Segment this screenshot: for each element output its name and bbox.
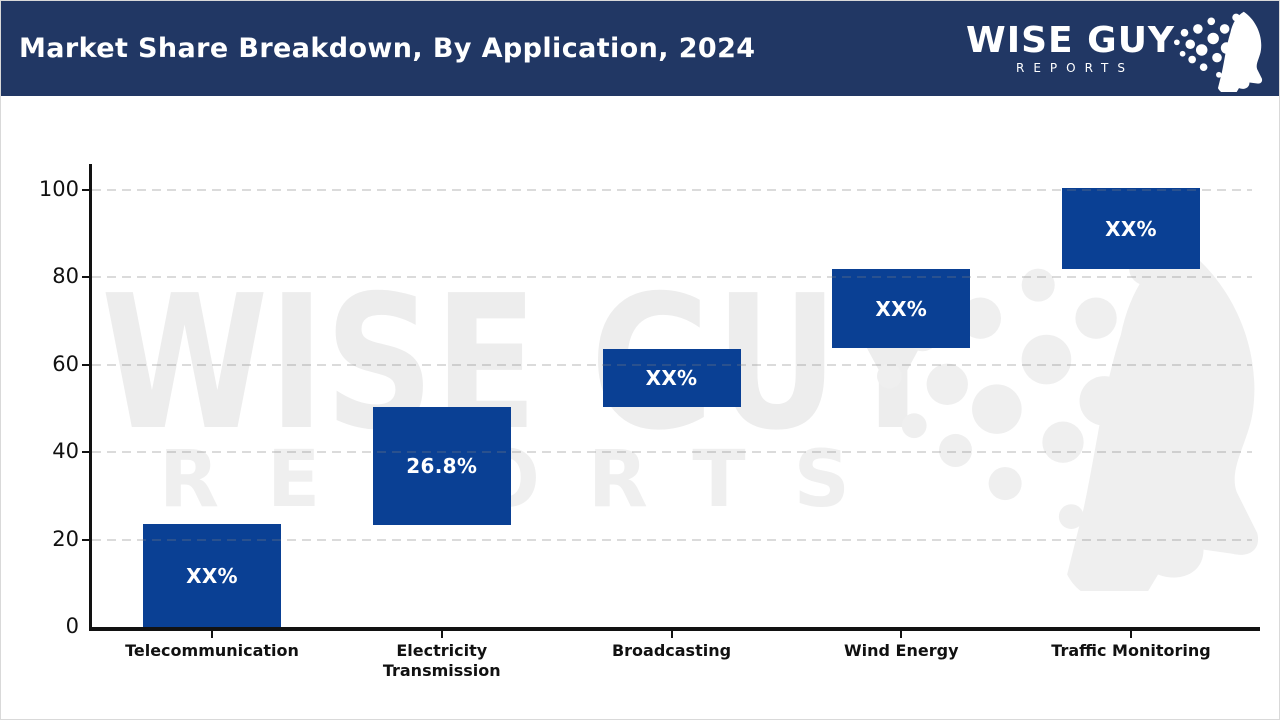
bar-electricity-transmission: 26.8% [372,407,511,525]
bar-value-label: XX% [875,296,928,321]
x-tick-label: Telecommunication [125,641,299,660]
y-tick-label: 100 [38,176,79,201]
plot-area: 0 20 40 60 80 100 XX% Telecommunication 26.8% Ele… [39,164,1260,680]
gridline-y60 [92,363,1252,366]
x-tick-label: Wind Energy [844,641,959,660]
gridline-y40 [92,451,1252,453]
x-tick-mark [211,631,213,638]
x-tick-label: Broadcasting [611,641,732,660]
brand-logo: WISE GUY REPORTS [966,6,1265,92]
bar-value-label: XX% [186,563,238,588]
y-tick-mark [82,363,89,366]
watermark-face-icon [877,243,1259,591]
x-tick-label: Traffic Monitoring [1051,641,1211,660]
y-tick-label: 0 [65,614,79,638]
brand-face-icon [1174,11,1263,92]
y-tick-mark [82,188,89,191]
brand-logo-text: WISE GUY REPORTS [965,20,1175,75]
y-tick-mark [82,276,89,278]
bar-telecommunication: XX% [143,524,281,627]
bar-broadcasting: XX% [602,349,741,407]
y-tick-mark [82,538,89,541]
header-bar: Market Share Breakdown, By Application, … [1,1,1279,96]
y-tick-mark [82,451,89,453]
x-tick-mark [1130,631,1132,638]
bar-value-label: XX% [645,366,698,391]
bar-wind-energy: XX% [832,269,971,348]
watermark-text-wiseguy: WISE GUY [101,255,949,471]
x-tick-mark [670,631,673,638]
chart-title: Market Share Breakdown, By Application, … [19,33,756,64]
bar-value-label: XX% [1105,216,1157,241]
brand-subname: REPORTS [1015,61,1134,75]
brand-name: WISE GUY [965,20,1175,61]
x-tick-label: Electricity Transmission [382,641,501,681]
y-tick-label: 80 [52,264,79,288]
x-tick-mark [440,631,443,638]
x-tick-mark [900,631,903,638]
gridline-y100 [92,188,1252,191]
y-tick-label: 20 [52,526,79,551]
gridline-y80 [92,276,1252,278]
bar-traffic-monitoring: XX% [1062,188,1200,270]
y-tick-label: 40 [52,439,79,463]
bar-value-label: 26.8% [406,454,478,478]
y-tick-label: 60 [52,351,79,376]
gridline-y20 [92,538,1252,541]
